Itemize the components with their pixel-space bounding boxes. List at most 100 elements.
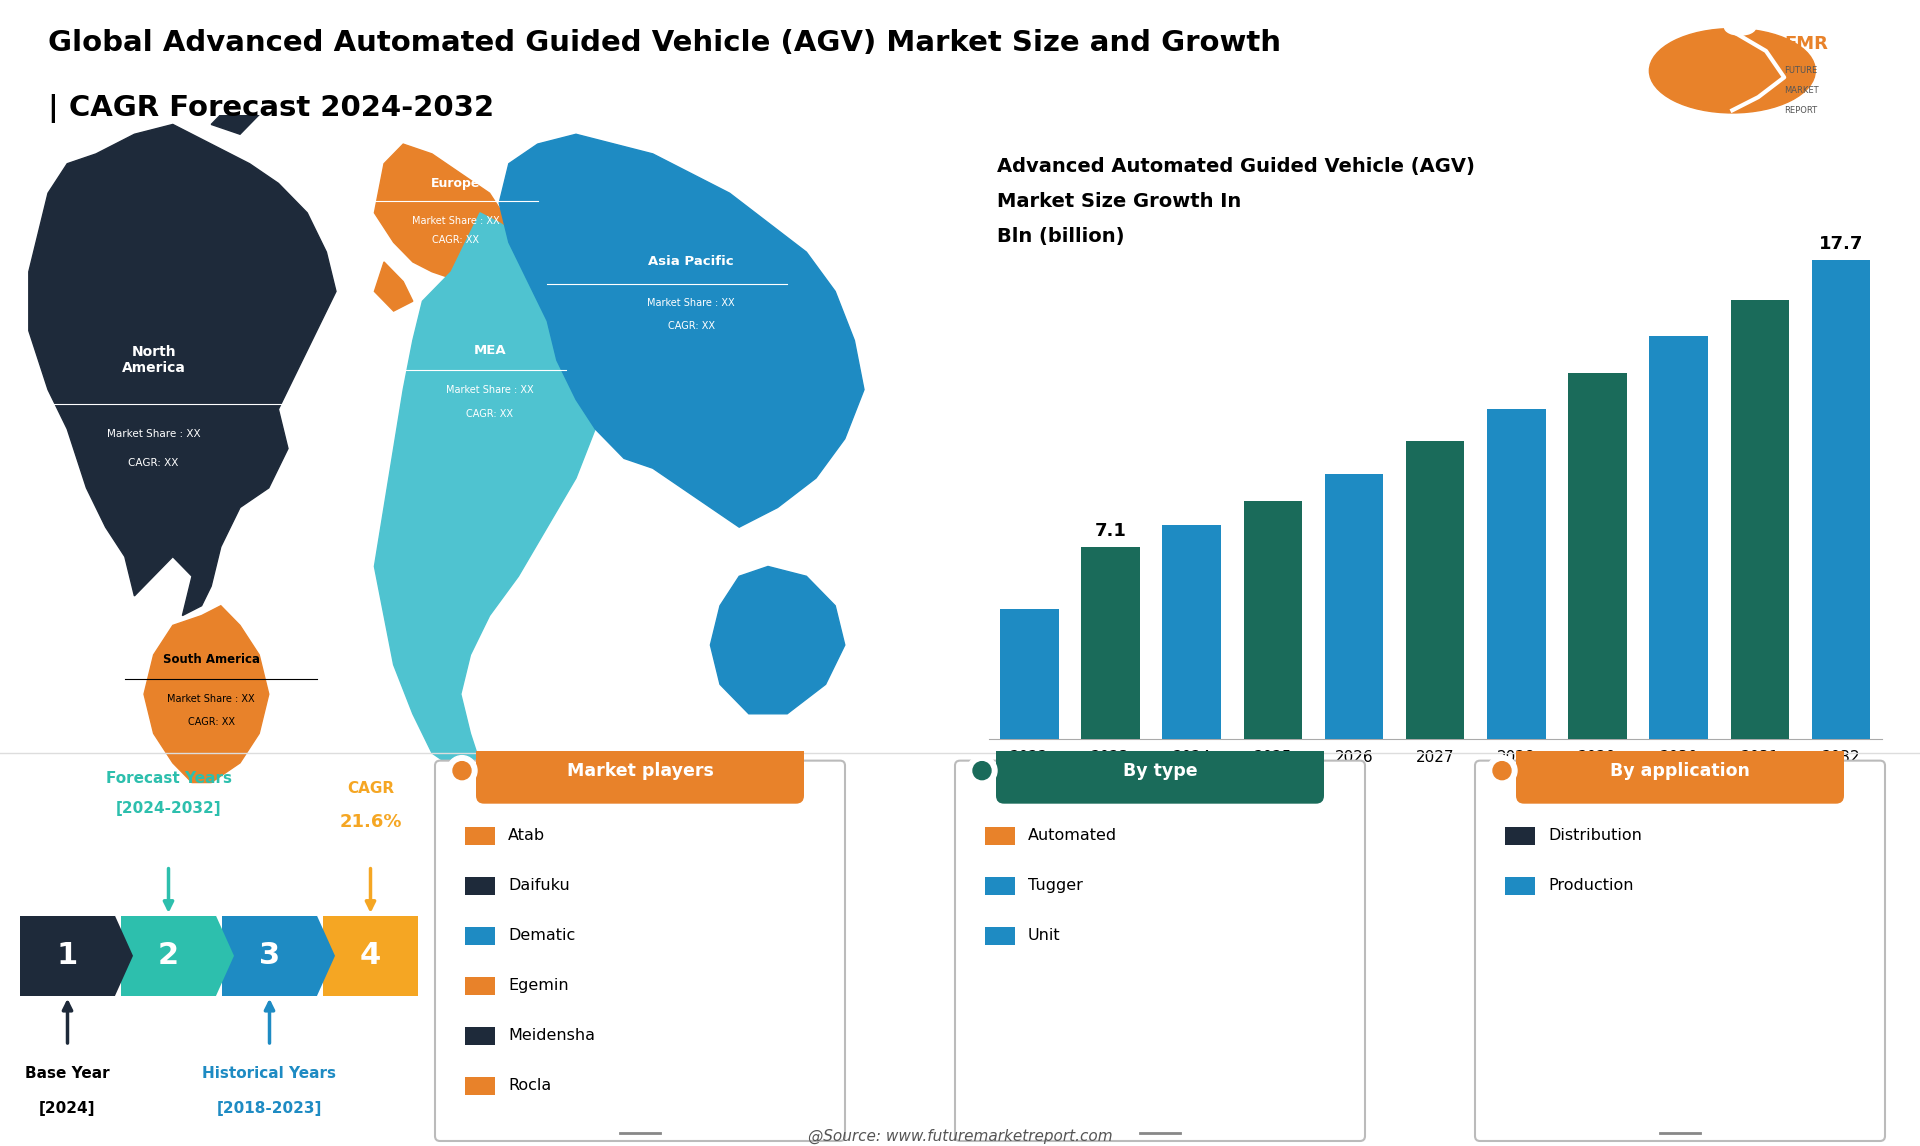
Polygon shape — [317, 916, 334, 996]
Polygon shape — [374, 213, 605, 772]
Text: 17.7: 17.7 — [1818, 235, 1862, 253]
Polygon shape — [215, 916, 234, 996]
Text: 21.6%: 21.6% — [340, 813, 401, 831]
Polygon shape — [374, 144, 509, 282]
Text: CAGR: XX: CAGR: XX — [467, 409, 513, 419]
Text: MARKET: MARKET — [1784, 86, 1818, 95]
Text: FMR: FMR — [1784, 36, 1828, 54]
Text: Market Share : XX: Market Share : XX — [445, 385, 534, 394]
Text: Distribution: Distribution — [1548, 829, 1642, 843]
Text: Meidensha: Meidensha — [509, 1028, 595, 1043]
Text: Market players: Market players — [566, 762, 714, 779]
Bar — [1081, 547, 1140, 739]
Bar — [1000, 610, 1058, 739]
Polygon shape — [115, 916, 132, 996]
Text: By type: By type — [1123, 762, 1198, 779]
FancyBboxPatch shape — [1475, 761, 1885, 1141]
Text: CAGR: XX: CAGR: XX — [129, 458, 179, 469]
Text: MEA: MEA — [474, 344, 505, 356]
Text: Market Share : XX: Market Share : XX — [413, 215, 499, 226]
Polygon shape — [29, 125, 336, 615]
Circle shape — [453, 762, 470, 779]
Text: North
America: North America — [121, 345, 186, 375]
Text: Dematic: Dematic — [509, 928, 576, 943]
Text: Rocla: Rocla — [509, 1078, 551, 1093]
Text: [2024-2032]: [2024-2032] — [115, 801, 221, 816]
Circle shape — [968, 755, 996, 786]
Text: Market Share : XX: Market Share : XX — [108, 429, 200, 439]
Text: Asia Pacific: Asia Pacific — [649, 256, 733, 268]
Polygon shape — [499, 134, 864, 527]
Text: CAGR: CAGR — [348, 780, 394, 795]
Text: Bln (billion): Bln (billion) — [996, 227, 1125, 246]
FancyBboxPatch shape — [465, 877, 495, 895]
Circle shape — [447, 755, 476, 786]
FancyBboxPatch shape — [19, 916, 115, 996]
FancyBboxPatch shape — [465, 927, 495, 944]
Circle shape — [1494, 762, 1511, 779]
FancyBboxPatch shape — [323, 916, 419, 996]
FancyBboxPatch shape — [465, 1077, 495, 1094]
Text: Egemin: Egemin — [509, 979, 568, 994]
FancyBboxPatch shape — [223, 916, 317, 996]
Bar — [1244, 501, 1302, 739]
FancyBboxPatch shape — [985, 877, 1016, 895]
Text: [2018-2023]: [2018-2023] — [217, 1101, 323, 1116]
Polygon shape — [374, 262, 413, 311]
FancyBboxPatch shape — [465, 826, 495, 845]
Text: Europe: Europe — [432, 176, 480, 190]
Text: [2024]: [2024] — [38, 1101, 96, 1116]
Text: CAGR: XX: CAGR: XX — [668, 321, 714, 331]
Circle shape — [1724, 19, 1755, 36]
FancyBboxPatch shape — [121, 916, 215, 996]
Bar — [1649, 336, 1709, 739]
FancyBboxPatch shape — [465, 1027, 495, 1045]
Text: 2: 2 — [157, 941, 179, 971]
Bar — [1812, 260, 1870, 739]
Text: REPORT: REPORT — [1784, 105, 1818, 115]
Text: Atab: Atab — [509, 829, 545, 843]
Polygon shape — [710, 566, 845, 714]
Bar — [1405, 441, 1465, 739]
Bar — [1730, 300, 1789, 739]
Circle shape — [973, 762, 991, 779]
Text: Automated: Automated — [1027, 829, 1117, 843]
Text: 3: 3 — [259, 941, 280, 971]
Text: Global Advanced Automated Guided Vehicle (AGV) Market Size and Growth: Global Advanced Automated Guided Vehicle… — [48, 29, 1281, 56]
Polygon shape — [144, 606, 269, 783]
FancyBboxPatch shape — [996, 738, 1325, 803]
Text: Historical Years: Historical Years — [202, 1066, 336, 1081]
Text: Base Year: Base Year — [25, 1066, 109, 1081]
Text: 4: 4 — [359, 941, 382, 971]
Text: | CAGR Forecast 2024-2032: | CAGR Forecast 2024-2032 — [48, 94, 493, 123]
Circle shape — [1486, 755, 1517, 786]
Text: CAGR: XX: CAGR: XX — [188, 716, 234, 727]
FancyBboxPatch shape — [954, 761, 1365, 1141]
Text: South America: South America — [163, 653, 259, 666]
Polygon shape — [211, 104, 259, 134]
FancyBboxPatch shape — [985, 826, 1016, 845]
Bar — [1569, 374, 1626, 739]
FancyBboxPatch shape — [1505, 877, 1534, 895]
Text: Market Size Growth In: Market Size Growth In — [996, 193, 1240, 211]
Text: Forecast Years: Forecast Years — [106, 770, 232, 786]
Text: 7.1: 7.1 — [1094, 523, 1127, 540]
FancyBboxPatch shape — [476, 738, 804, 803]
FancyBboxPatch shape — [985, 927, 1016, 944]
Text: Production: Production — [1548, 878, 1634, 893]
Text: 1: 1 — [58, 941, 79, 971]
Text: Market Share : XX: Market Share : XX — [647, 298, 735, 308]
Bar — [1162, 525, 1221, 739]
Text: @Source: www.futuremarketreport.com: @Source: www.futuremarketreport.com — [808, 1129, 1112, 1144]
Text: Advanced Automated Guided Vehicle (AGV): Advanced Automated Guided Vehicle (AGV) — [996, 157, 1475, 175]
Text: CAGR: XX: CAGR: XX — [432, 235, 480, 245]
Text: Tugger: Tugger — [1027, 878, 1083, 893]
Bar — [1488, 409, 1546, 739]
Text: Unit: Unit — [1027, 928, 1060, 943]
Text: FUTURE: FUTURE — [1784, 66, 1818, 76]
Text: Market Share : XX: Market Share : XX — [167, 694, 255, 704]
Text: Daifuku: Daifuku — [509, 878, 570, 893]
FancyBboxPatch shape — [436, 761, 845, 1141]
Circle shape — [1649, 29, 1814, 113]
FancyBboxPatch shape — [1505, 826, 1534, 845]
